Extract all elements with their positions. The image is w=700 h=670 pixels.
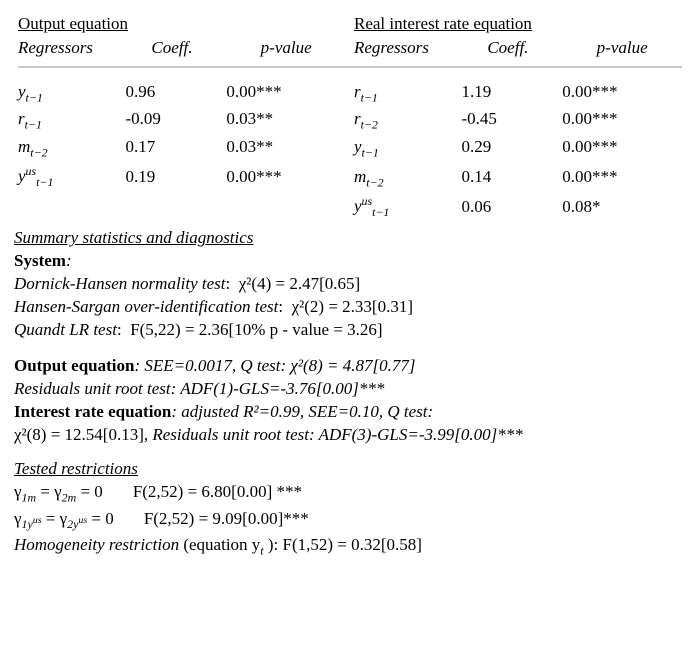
pvalue-cell: 0.03** <box>222 135 350 162</box>
table-row: rt−1-0.090.03**rt−2-0.450.00*** <box>14 107 686 134</box>
restrictions-header: Tested restrictions <box>14 459 686 479</box>
pvalue-cell: 0.00*** <box>558 107 686 134</box>
regressor-cell: yt−1 <box>14 80 122 107</box>
regressor-cell: rt−1 <box>350 80 458 107</box>
col-pvalue-r: p-value <box>558 36 686 60</box>
table-row: yust−10.190.00***mt−20.140.00*** <box>14 162 686 192</box>
ir-chi: χ²(8) = 12.54[0.13] <box>14 425 144 444</box>
coeff-cell: 0.96 <box>122 80 223 107</box>
regressor-cell: rt−1 <box>14 107 122 134</box>
pvalue-cell: 0.00*** <box>222 80 350 107</box>
pvalue-cell: 0.00*** <box>558 80 686 107</box>
ir-eq-stats: : adjusted R²=0.99, SEE=0.10, Q test: <box>171 402 433 421</box>
table-rule <box>18 66 682 68</box>
col-pvalue-l: p-value <box>222 36 350 60</box>
homogeneity-label: Homogeneity restriction <box>14 535 179 554</box>
diagnostics-header: Summary statistics and diagnostics <box>14 228 686 248</box>
hs-value: χ²(2) = 2.33[0.31] <box>292 297 413 316</box>
hs-label: Hansen-Sargan over-identification test <box>14 297 278 316</box>
coeff-cell: 0.17 <box>122 135 223 162</box>
pvalue-cell: 0.03** <box>222 107 350 134</box>
header-ir-eq: Real interest rate equation <box>350 12 686 36</box>
table-row: yust−10.060.08* <box>14 192 686 222</box>
pvalue-cell: 0.00*** <box>558 162 686 192</box>
coeff-cell: -0.09 <box>122 107 223 134</box>
header-output-eq: Output equation <box>14 12 350 36</box>
coeff-cell: 0.06 <box>458 192 559 222</box>
restriction-1-rhs: F(2,52) = 6.80[0.00] *** <box>133 482 302 502</box>
regressor-cell: yust−1 <box>350 192 458 222</box>
qlr-label: Quandt LR test <box>14 320 117 339</box>
homogeneity-value: F(1,52) = 0.32[0.58] <box>283 535 422 554</box>
col-coeff-r: Coeff. <box>458 36 559 60</box>
pvalue-cell: 0.00*** <box>558 135 686 162</box>
restriction-1-lhs: γ1m = γ2m = 0 <box>14 482 103 505</box>
homogeneity-eq: (equation yt ): <box>179 535 282 554</box>
pvalue-cell: 0.08* <box>558 192 686 222</box>
table-row: mt−20.170.03**yt−10.290.00*** <box>14 135 686 162</box>
regressor-cell: mt−2 <box>350 162 458 192</box>
output-eq-stats: : SEE=0.0017, Q test: χ²(8) = 4.87[0.77] <box>134 356 415 375</box>
col-coeff-l: Coeff. <box>122 36 223 60</box>
coeff-cell: 0.14 <box>458 162 559 192</box>
col-regressors-r: Regressors <box>350 36 458 60</box>
ir-eq-head: Interest rate equation <box>14 402 171 421</box>
restriction-2-rhs: F(2,52) = 9.09[0.00]*** <box>144 509 309 529</box>
coeff-cell: 0.19 <box>122 162 223 192</box>
output-residuals: Residuals unit root test: ADF(1)-GLS=-3.… <box>14 379 686 399</box>
table-row: yt−10.960.00***rt−11.190.00*** <box>14 80 686 107</box>
output-eq-head: Output equation <box>14 356 134 375</box>
regressor-cell: yust−1 <box>14 162 122 192</box>
regressor-cell: mt−2 <box>14 135 122 162</box>
ir-residuals: , Residuals unit root test: ADF(3)-GLS=-… <box>144 425 523 444</box>
results-table: Output equation Real interest rate equat… <box>14 12 686 222</box>
system-label: System <box>14 251 66 270</box>
qlr-value: F(5,22) = 2.36[10% p - value = 3.26] <box>130 320 382 339</box>
restriction-2-lhs: γ1yus = γ2yus = 0 <box>14 509 114 532</box>
coeff-cell: -0.45 <box>458 107 559 134</box>
col-regressors-l: Regressors <box>14 36 122 60</box>
dh-value: χ²(4) = 2.47[0.65] <box>239 274 360 293</box>
coeff-cell: 0.29 <box>458 135 559 162</box>
regressor-cell: yt−1 <box>350 135 458 162</box>
coeff-cell: 1.19 <box>458 80 559 107</box>
pvalue-cell: 0.00*** <box>222 162 350 192</box>
dh-label: Dornick-Hansen normality test <box>14 274 226 293</box>
regressor-cell: rt−2 <box>350 107 458 134</box>
